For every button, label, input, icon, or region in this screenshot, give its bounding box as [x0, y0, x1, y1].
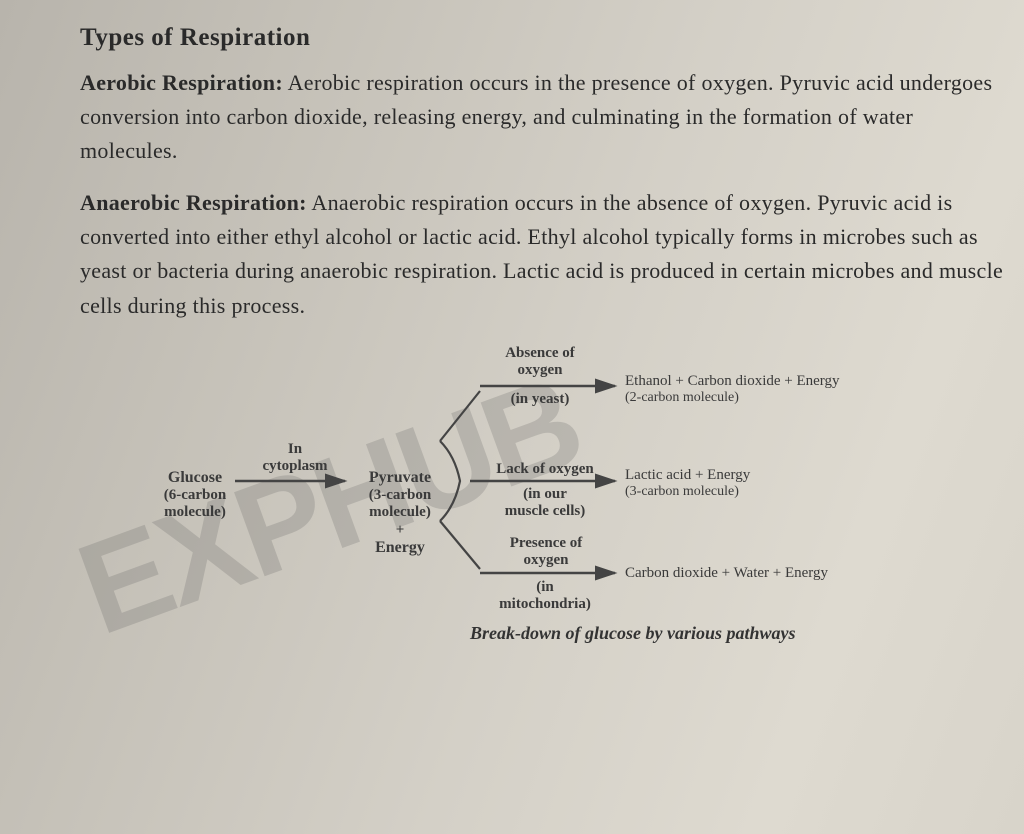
- branch-top-cond1: Absence of: [480, 345, 600, 362]
- pyruvate-label: Pyruvate (3-carbon molecule) + Energy: [350, 469, 450, 558]
- anaerobic-lead: Anaerobic Respiration:: [80, 190, 307, 215]
- pyruvate-note: (3-carbon molecule): [350, 487, 450, 522]
- branch-mid-loc: (in our muscle cells): [490, 486, 600, 521]
- branch-bot-cond2: oxygen: [486, 552, 606, 569]
- branch-bot-loc: (in mitochondria): [480, 579, 610, 614]
- branch-top-cond: Absence of oxygen: [480, 345, 600, 380]
- aerobic-paragraph: Aerobic Respiration: Aerobic respiration…: [80, 66, 1014, 168]
- pyruvate-plus: +: [350, 522, 450, 539]
- aerobic-lead: Aerobic Respiration:: [80, 70, 283, 95]
- branch-bot-cond1: Presence of: [486, 535, 606, 552]
- step1-top: In: [250, 441, 340, 458]
- pyruvate-name: Pyruvate: [350, 469, 450, 487]
- glucose-note: (6-carbon molecule): [150, 487, 240, 522]
- pyruvate-energy: Energy: [350, 539, 450, 557]
- glucose-name: Glucose: [150, 469, 240, 487]
- step1-bottom: cytoplasm: [250, 458, 340, 475]
- branch-top-out-note: (2-carbon molecule): [625, 390, 955, 406]
- anaerobic-paragraph: Anaerobic Respiration: Anaerobic respira…: [80, 186, 1014, 322]
- branch-top-cond2: oxygen: [480, 362, 600, 379]
- page-title: Types of Respiration: [80, 24, 1014, 52]
- branch-top-out-text: Ethanol + Carbon dioxide + Energy: [625, 373, 955, 390]
- branch-mid-out-note: (3-carbon molecule): [625, 484, 925, 500]
- branch-bot-out: Carbon dioxide + Water + Energy: [625, 565, 955, 582]
- branch-top-loc: (in yeast): [495, 391, 585, 408]
- branch-top-out: Ethanol + Carbon dioxide + Energy (2-car…: [625, 373, 955, 406]
- branch-bot-loc2: mitochondria): [480, 596, 610, 613]
- branch-mid-loc1: (in our: [490, 486, 600, 503]
- branch-mid-loc2: muscle cells): [490, 503, 600, 520]
- glucose-label: Glucose (6-carbon molecule): [150, 469, 240, 522]
- step1-label: In cytoplasm: [250, 441, 340, 476]
- branch-mid-cond: Lack of oxygen: [475, 461, 615, 478]
- respiration-diagram: Glucose (6-carbon molecule) In cytoplasm…: [170, 341, 990, 651]
- branch-mid-out-text: Lactic acid + Energy: [625, 467, 925, 484]
- diagram-caption: Break-down of glucose by various pathway…: [470, 623, 796, 644]
- branch-mid-out: Lactic acid + Energy (3-carbon molecule): [625, 467, 925, 500]
- branch-bot-cond: Presence of oxygen: [486, 535, 606, 570]
- branch-bot-loc1: (in: [480, 579, 610, 596]
